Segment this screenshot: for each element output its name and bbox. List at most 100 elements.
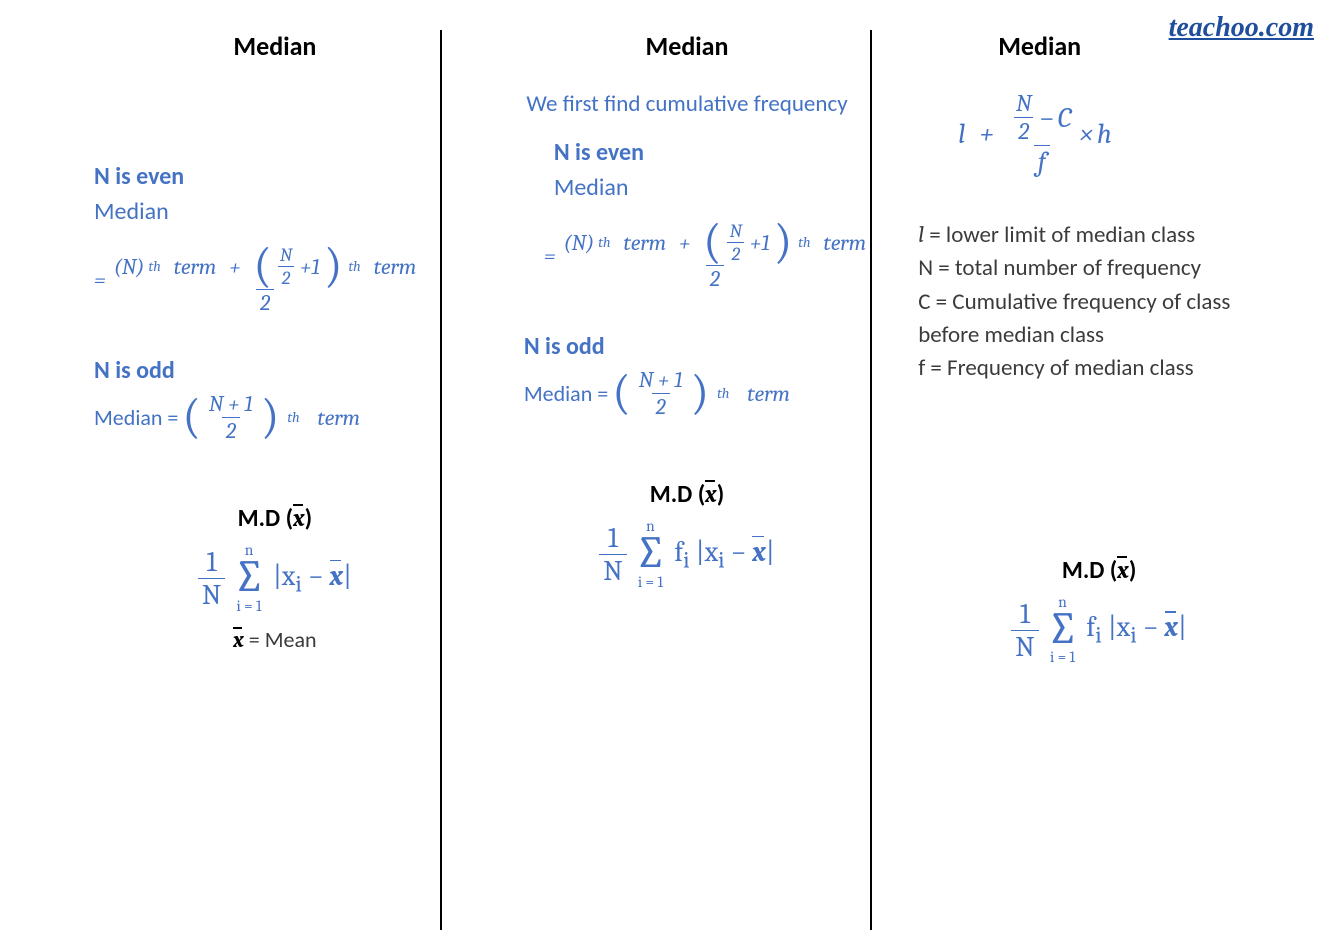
c2iN: N (726, 220, 746, 242)
c2N: (N) (564, 230, 595, 256)
col1-even-label: N is even (94, 162, 456, 191)
c3mpo: ) (1129, 556, 1136, 585)
c2i2: 2 (727, 242, 744, 265)
col1-title: Median (94, 30, 456, 62)
c2ob: 2 (652, 393, 670, 420)
f-inner2: 2 (278, 266, 295, 289)
c2bp: |x (690, 536, 719, 568)
col3-title: Median (918, 30, 1280, 62)
col2-md-formula: 1N n ∑ i = 1 fi |xi − x| (504, 519, 870, 590)
c3sb: i = 1 (1050, 650, 1075, 665)
bpost: | (343, 560, 352, 592)
c2mpo: ) (717, 480, 724, 509)
c3bm: − (1137, 611, 1165, 643)
def-f: f = Frequency of median class (918, 352, 1280, 385)
f-th2: th (348, 258, 360, 275)
col1-mean-note: x = Mean (94, 626, 456, 653)
col-2: Median We first find cumulative frequenc… (480, 20, 894, 925)
c2sb: i = 1 (638, 575, 663, 590)
col1-md-formula: 1N n ∑ i = 1 |xi − x| (94, 543, 456, 614)
def-C: C = Cumulative frequency of class before… (918, 286, 1280, 353)
f-den: 2 (256, 289, 274, 316)
c2op: Median = (524, 380, 608, 407)
bx: x (330, 560, 344, 592)
mdN: N (198, 578, 225, 611)
c2mp: M.D ( (650, 480, 705, 509)
c2mN: N (599, 554, 626, 587)
c2m1: 1 (604, 522, 622, 554)
col1-odd-formula: Median = ( N + 12 ) th term (94, 391, 456, 444)
f-th1: th (148, 258, 160, 275)
c2th: th (598, 234, 610, 251)
mdpre: M.D ( (238, 504, 293, 533)
eq2: = (544, 243, 556, 269)
c2ot: N + 1 (635, 367, 687, 393)
odd-bot: 2 (222, 417, 240, 444)
c3C: C (1058, 102, 1072, 134)
col1-median-word: Median (94, 197, 456, 226)
c3mf: f (1086, 611, 1095, 643)
c3m1: 1 (1016, 598, 1034, 630)
col2-odd-label: N is odd (524, 332, 870, 361)
c3m: − (1040, 102, 1054, 134)
col2-even-label: N is even (554, 138, 870, 167)
mdx: x (293, 504, 305, 532)
c3l: l (958, 118, 965, 150)
col3-md-title: M.D (x) (918, 556, 1280, 585)
col2-note: We first find cumulative frequency (504, 90, 870, 118)
c3p: + (980, 118, 994, 150)
mnp: = Mean (244, 626, 317, 653)
col2-median-word: Median (554, 173, 870, 202)
md1: 1 (202, 546, 220, 578)
def-l: l = lower limit of median class (918, 218, 1280, 252)
c32: 2 (1014, 117, 1033, 145)
f-term2: term (374, 254, 417, 280)
col1-odd-label: N is odd (94, 356, 456, 385)
f-plus1: +1 (300, 254, 320, 280)
c3t: × (1079, 118, 1093, 150)
c3bp: |x (1102, 611, 1131, 643)
mdpost: ) (305, 504, 312, 533)
eq: = (94, 267, 106, 293)
c2bm: − (725, 536, 753, 568)
c3mp: M.D ( (1062, 556, 1117, 585)
c2th2: th (798, 234, 810, 251)
columns: Median N is even Median = (N)th term + (… (0, 0, 1344, 945)
c3N: N (1012, 90, 1036, 117)
col1-md-title: M.D (x) (94, 504, 456, 533)
c3f: f (1034, 145, 1050, 178)
col2-md-title: M.D (x) (504, 480, 870, 509)
c3mx: x (1117, 556, 1129, 584)
odd-th: th (287, 409, 299, 426)
odd-top: N + 1 (205, 391, 257, 417)
col-3: Median l + N2 − C f × h l = lower limit (894, 20, 1304, 925)
sumbot: i = 1 (237, 599, 262, 614)
col1-even-formula: = (N)th term + ( N2 +1 ) th term 2 (94, 244, 456, 316)
mnx: x (233, 627, 244, 653)
c2p1: +1 (750, 230, 770, 256)
c2den: 2 (706, 265, 724, 292)
c2f: f (674, 536, 683, 568)
c3h: h (1097, 118, 1112, 150)
c2p: + (679, 230, 690, 256)
c3bx: x (1165, 611, 1179, 643)
odd-term: term (317, 405, 360, 431)
c2bx: x (752, 536, 766, 568)
col2-odd-formula: Median = ( N + 12 ) th term (524, 367, 870, 420)
c2t2: term (823, 230, 866, 256)
c3bpo: | (1178, 611, 1187, 643)
odd-prefix: Median = (94, 404, 178, 431)
c2oth: th (717, 385, 729, 402)
c2oterm: term (747, 381, 790, 407)
bm: − (302, 560, 330, 592)
col3-defs: l = lower limit of median class N = tota… (918, 218, 1280, 386)
col3-formula: l + N2 − C f × h (918, 90, 1280, 178)
c3mN: N (1011, 630, 1038, 663)
c2bpo: | (766, 536, 775, 568)
col2-even-formula: = (N)th term + ( N2 +1 ) th term 2 (504, 220, 870, 292)
f-term1: term (174, 254, 217, 280)
dlt: = lower limit of median class (924, 221, 1195, 249)
col2-title: Median (504, 30, 870, 62)
col-1: Median N is even Median = (N)th term + (… (70, 20, 480, 925)
f-innerN: N (276, 244, 296, 266)
